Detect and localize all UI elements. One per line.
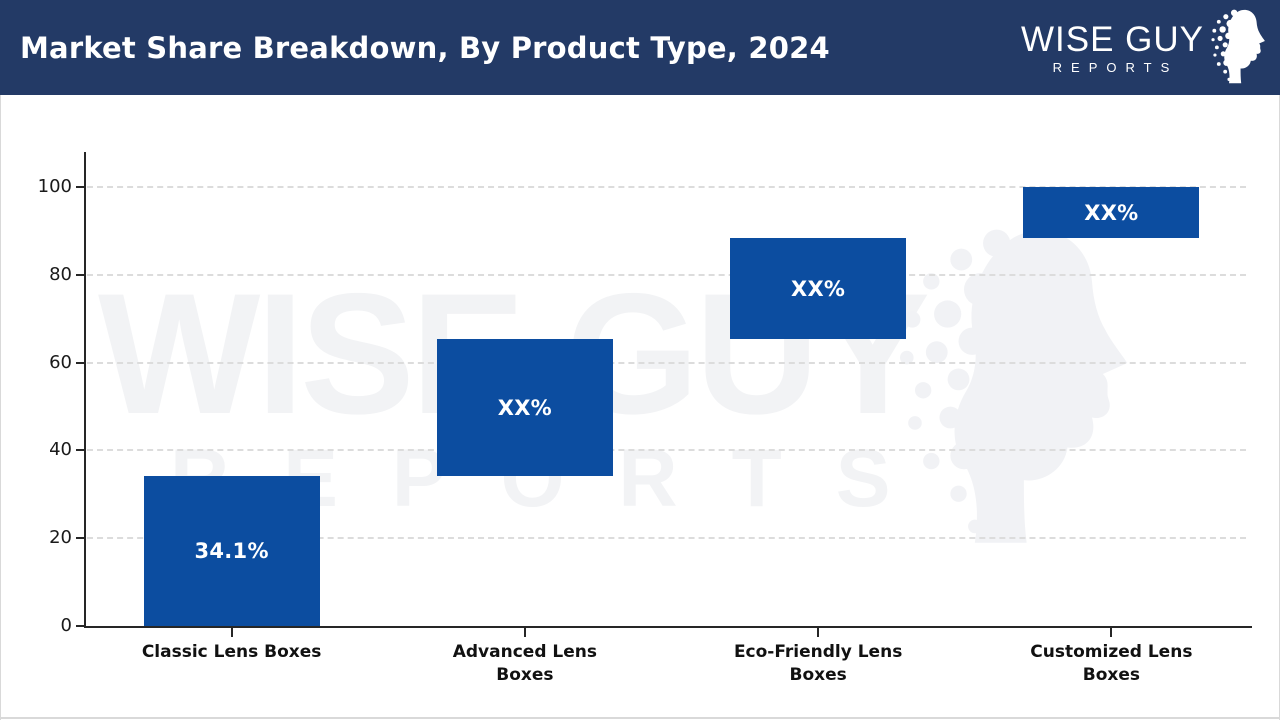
x-axis-category-label: Eco-Friendly Lens Boxes xyxy=(733,642,903,685)
logo-reports-text: REPORTS xyxy=(1052,60,1179,75)
logo-wordmark: WISE GUY xyxy=(1020,20,1204,59)
x-axis-tick xyxy=(1110,628,1113,637)
x-axis-tick xyxy=(230,628,233,637)
x-axis-tick xyxy=(817,628,820,637)
y-axis-tick-label: 40 xyxy=(49,439,72,461)
bar-segment: XX% xyxy=(436,338,613,477)
wiseguy-head-icon xyxy=(1211,9,1265,84)
wiseguy-logo: WISE GUY REPORTS xyxy=(1021,4,1270,92)
y-axis-tick-label: 20 xyxy=(49,527,72,549)
y-axis-tick-label: 100 xyxy=(37,176,72,197)
y-axis-tick xyxy=(76,186,85,188)
y-gridline xyxy=(87,361,1246,364)
y-gridline xyxy=(87,449,1246,452)
y-axis-tick-label: 60 xyxy=(49,351,72,373)
y-gridline xyxy=(87,186,1246,188)
y-axis-tick xyxy=(76,273,85,276)
y-axis-tick xyxy=(76,449,85,452)
y-gridline xyxy=(87,273,1246,276)
x-axis-category-label: Classic Lens Boxes xyxy=(141,642,322,662)
bar-value-label: 34.1% xyxy=(194,539,269,564)
y-axis-line xyxy=(84,152,86,628)
page-left-border xyxy=(0,95,1,720)
y-axis-tick-label: 0 xyxy=(60,615,72,636)
y-axis-tick xyxy=(76,361,85,364)
y-gridline xyxy=(87,537,1246,540)
x-axis-category-label: Advanced Lens Boxes xyxy=(452,642,597,685)
x-axis-line xyxy=(84,626,1252,628)
header-bar: Market Share Breakdown, By Product Type,… xyxy=(0,0,1280,95)
logo-text: WISE GUY REPORTS xyxy=(1021,22,1204,74)
bar-value-label: XX% xyxy=(1084,200,1139,225)
y-axis-tick xyxy=(76,625,85,627)
y-axis-tick xyxy=(76,537,85,540)
page-bottom-border xyxy=(0,717,1280,719)
bar-value-label: XX% xyxy=(497,395,553,420)
x-axis-tick xyxy=(523,628,526,637)
bar-value-label: XX% xyxy=(790,276,846,301)
x-axis-category-label: Customized Lens Boxes xyxy=(1030,642,1193,685)
bar-segment: 34.1% xyxy=(143,476,320,626)
page-title: Market Share Breakdown, By Product Type,… xyxy=(20,30,830,65)
bar-segment: XX% xyxy=(730,238,907,339)
y-axis-tick-label: 80 xyxy=(49,263,72,285)
bar-segment: XX% xyxy=(1023,187,1200,239)
